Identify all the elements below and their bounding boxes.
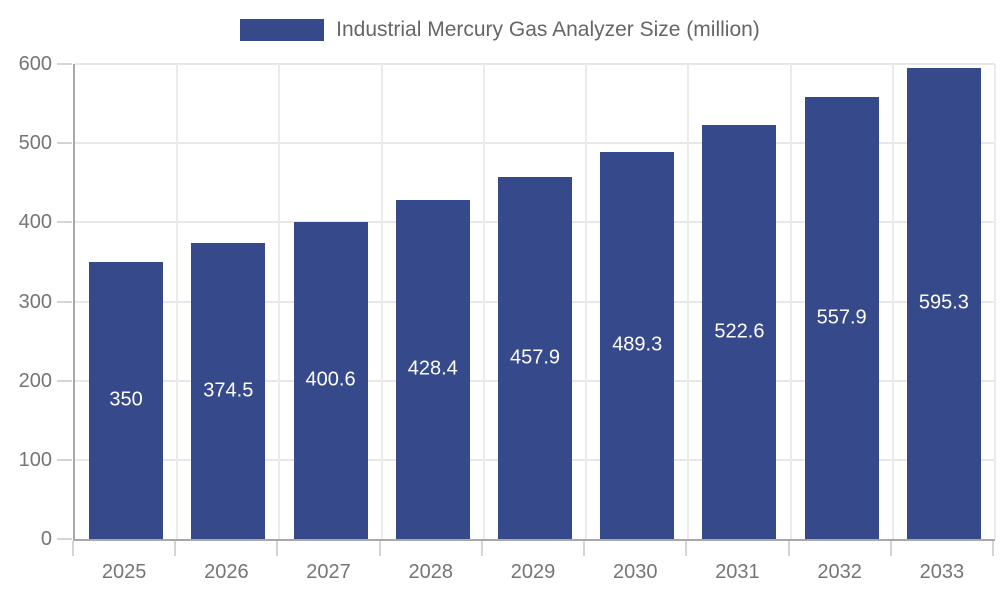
x-axis-tick-mark xyxy=(583,541,586,556)
x-axis-tick-label: 2027 xyxy=(306,561,351,583)
y-axis-tick-mark xyxy=(57,538,72,540)
bar-2029[interactable] xyxy=(498,176,572,539)
bar-2031[interactable] xyxy=(702,125,777,539)
x-axis-tick-mark xyxy=(480,541,483,556)
legend-item[interactable]: Industrial Mercury Gas Analyzer Size (mi… xyxy=(0,18,1000,42)
bar-2033[interactable] xyxy=(906,67,981,539)
y-axis-tick-label: 400 xyxy=(18,211,52,234)
y-axis-tick-label: 300 xyxy=(18,290,52,313)
bar-2027[interactable] xyxy=(293,221,368,539)
y-axis-tick-mark xyxy=(57,458,72,461)
x-axis-tick-label: 2028 xyxy=(408,561,454,583)
x-gridline xyxy=(687,64,690,539)
bar-2032[interactable] xyxy=(804,97,879,539)
y-axis-tick-mark xyxy=(57,300,72,303)
bar-2028[interactable] xyxy=(395,199,470,539)
legend-label: Industrial Mercury Gas Analyzer Size (mi… xyxy=(336,18,760,41)
x-axis-tick-label: 2030 xyxy=(612,561,658,583)
x-gridline xyxy=(278,64,281,539)
x-axis-tick-label: 2032 xyxy=(817,561,862,583)
legend-swatch xyxy=(240,19,325,41)
x-gridline xyxy=(585,64,588,539)
x-axis-tick-mark xyxy=(685,541,688,556)
x-axis-tick-mark xyxy=(889,541,892,556)
x-axis-tick-label: 2029 xyxy=(510,561,556,583)
y-axis-tick-mark xyxy=(57,142,72,145)
x-axis-tick-mark xyxy=(72,541,74,556)
x-gridline xyxy=(482,64,485,539)
x-gridline xyxy=(176,64,179,539)
x-gridline xyxy=(789,64,792,539)
y-axis-tick-mark xyxy=(57,63,72,65)
bar-2026[interactable] xyxy=(191,242,266,539)
x-axis-tick-mark xyxy=(992,541,994,556)
x-axis-tick-mark xyxy=(276,541,279,556)
x-axis-tick-label: 2026 xyxy=(204,561,249,583)
x-axis-tick-mark xyxy=(787,541,790,556)
bar-2025[interactable] xyxy=(89,261,164,539)
y-gridline xyxy=(75,63,995,65)
x-axis-tick-label: 2025 xyxy=(101,561,147,583)
y-axis-tick-label: 500 xyxy=(18,132,52,155)
y-axis-tick-mark xyxy=(57,221,72,224)
y-axis-tick-label: 600 xyxy=(18,53,52,75)
y-axis-tick-mark xyxy=(57,379,72,382)
x-axis-tick-label: 2033 xyxy=(919,561,965,583)
y-axis-tick-label: 200 xyxy=(18,369,52,392)
x-axis-tick-label: 2031 xyxy=(715,561,760,583)
y-axis-tick-label: 0 xyxy=(40,528,52,550)
x-axis-tick-mark xyxy=(378,541,381,556)
x-gridline xyxy=(891,64,894,539)
y-gridline xyxy=(75,142,995,145)
y-axis-tick-label: 100 xyxy=(18,448,52,471)
x-axis-tick-mark xyxy=(174,541,177,556)
x-gridline xyxy=(380,64,383,539)
plot-area: 350 374.5 400.6 428.4 457.9 489.3 522.6 557.9 59… xyxy=(73,63,996,541)
x-gridline xyxy=(994,64,996,539)
bar-2030[interactable] xyxy=(600,151,675,539)
